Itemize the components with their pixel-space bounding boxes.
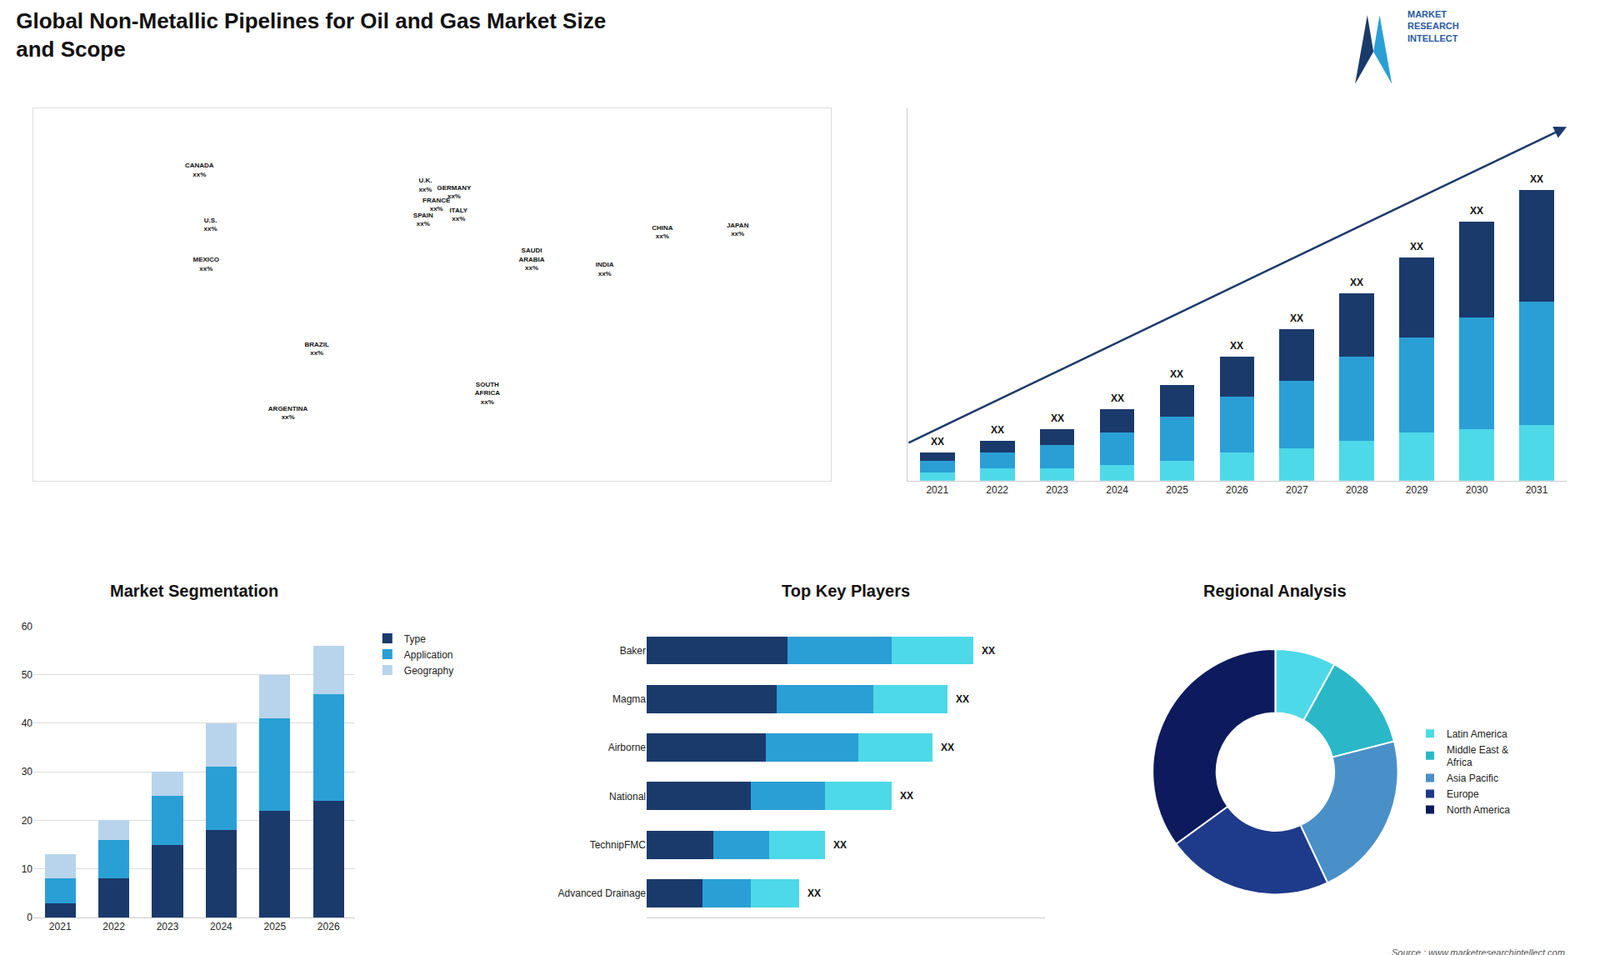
svg-text:ITALYxx%: ITALYxx% xyxy=(449,206,468,223)
svg-text:Airborne: Airborne xyxy=(608,741,647,754)
svg-text:2030: 2030 xyxy=(1465,484,1489,496)
svg-text:CANADAxx%: CANADAxx% xyxy=(185,161,215,178)
svg-text:Baker: Baker xyxy=(620,645,646,657)
svg-text:U.S.xx%: U.S.xx% xyxy=(204,216,218,233)
svg-text:60: 60 xyxy=(21,620,34,633)
svg-text:50: 50 xyxy=(21,669,34,681)
svg-text:GERMANYxx%: GERMANYxx% xyxy=(437,184,473,200)
svg-text:10: 10 xyxy=(21,863,34,875)
svg-text:Asia Pacific: Asia Pacific xyxy=(1446,772,1499,785)
svg-text:2021: 2021 xyxy=(925,484,949,496)
svg-text:BRAZILxx%: BRAZILxx% xyxy=(305,340,330,357)
svg-text:Middle East &Africa: Middle East &Africa xyxy=(1446,744,1509,770)
svg-text:2025: 2025 xyxy=(1165,484,1189,496)
svg-text:SAUDIARABIAxx%: SAUDIARABIAxx% xyxy=(518,246,545,272)
svg-text:XX: XX xyxy=(1050,412,1065,425)
svg-text:2026: 2026 xyxy=(1225,484,1249,496)
svg-text:Geography: Geography xyxy=(404,665,454,677)
svg-text:XX: XX xyxy=(900,790,914,802)
svg-text:XX: XX xyxy=(833,839,847,851)
svg-text:XX: XX xyxy=(1470,205,1484,217)
svg-text:Magma: Magma xyxy=(612,693,646,705)
svg-text:MEXICOxx%: MEXICOxx% xyxy=(193,255,220,272)
svg-text:SPAINxx%: SPAINxx% xyxy=(413,211,434,228)
svg-text:XX: XX xyxy=(981,645,995,657)
svg-text:National: National xyxy=(609,790,646,803)
svg-text:XX: XX xyxy=(1170,368,1184,380)
svg-text:Source : www.marketresearchint: Source : www.marketresearchintellect.com xyxy=(1391,947,1565,955)
svg-text:XX: XX xyxy=(1530,173,1544,185)
svg-text:XX: XX xyxy=(930,435,945,448)
svg-text:2022: 2022 xyxy=(102,920,125,933)
svg-text:0: 0 xyxy=(26,911,33,924)
svg-text:2024: 2024 xyxy=(210,920,233,933)
svg-text:XX: XX xyxy=(1290,312,1304,325)
svg-text:Global Non-Metallic Pipelines: Global Non-Metallic Pipelines for Oil an… xyxy=(15,8,606,62)
svg-text:MARKETRESEARCHINTELLECT: MARKETRESEARCHINTELLECT xyxy=(1407,9,1460,44)
svg-text:CHINAxx%: CHINAxx% xyxy=(651,224,674,240)
svg-text:2021: 2021 xyxy=(49,920,72,933)
svg-text:2028: 2028 xyxy=(1345,484,1369,496)
svg-text:2029: 2029 xyxy=(1405,484,1429,496)
svg-text:Application: Application xyxy=(404,649,454,661)
svg-text:Top Key Players: Top Key Players xyxy=(781,581,910,600)
svg-text:FRANCExx%: FRANCExx% xyxy=(422,196,451,213)
svg-text:40: 40 xyxy=(21,717,34,730)
svg-text:2026: 2026 xyxy=(317,920,340,933)
svg-text:Advanced Drainage: Advanced Drainage xyxy=(558,887,647,900)
svg-text:XX: XX xyxy=(1350,276,1364,289)
svg-text:Type: Type xyxy=(404,633,426,645)
svg-text:XX: XX xyxy=(1230,340,1244,352)
svg-text:U.K.xx%: U.K.xx% xyxy=(418,176,432,193)
svg-text:2025: 2025 xyxy=(263,920,286,933)
svg-text:20: 20 xyxy=(21,815,34,827)
svg-text:TechnipFMC: TechnipFMC xyxy=(590,839,647,851)
svg-text:Latin America: Latin America xyxy=(1446,728,1508,740)
svg-text:JAPANxx%: JAPANxx% xyxy=(726,221,750,238)
svg-text:XX: XX xyxy=(940,741,955,754)
svg-text:2023: 2023 xyxy=(1045,484,1069,496)
svg-text:2027: 2027 xyxy=(1285,484,1309,496)
svg-text:Regional Analysis: Regional Analysis xyxy=(1203,581,1347,600)
svg-text:North America: North America xyxy=(1446,804,1510,816)
svg-text:2023: 2023 xyxy=(156,920,180,933)
svg-text:30: 30 xyxy=(21,765,34,778)
svg-text:2031: 2031 xyxy=(1525,484,1549,496)
svg-text:2022: 2022 xyxy=(985,484,1009,496)
svg-text:XX: XX xyxy=(955,693,970,705)
svg-text:XX: XX xyxy=(1410,240,1424,253)
svg-text:Europe: Europe xyxy=(1446,788,1480,800)
svg-text:INDIAxx%: INDIAxx% xyxy=(595,260,615,277)
svg-text:SOUTHAFRICAxx%: SOUTHAFRICAxx% xyxy=(475,380,500,406)
svg-text:Market Segmentation: Market Segmentation xyxy=(110,581,279,600)
svg-text:XX: XX xyxy=(990,424,1005,436)
svg-text:2024: 2024 xyxy=(1105,484,1129,496)
svg-text:XX: XX xyxy=(807,887,821,900)
svg-text:ARGENTINAxx%: ARGENTINAxx% xyxy=(268,405,309,421)
svg-text:XX: XX xyxy=(1110,392,1125,405)
